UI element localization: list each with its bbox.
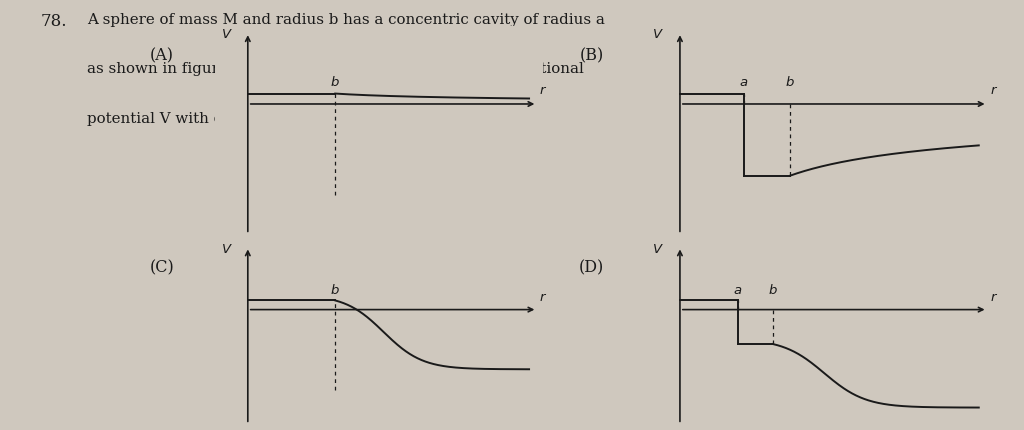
Text: V: V	[222, 28, 231, 41]
Text: r: r	[990, 84, 996, 98]
Text: b: b	[932, 111, 941, 125]
Text: 78.: 78.	[41, 13, 68, 30]
Text: r: r	[540, 84, 546, 98]
Text: b: b	[331, 76, 339, 89]
Text: a: a	[734, 283, 742, 297]
Text: r: r	[540, 291, 546, 304]
Text: as shown in figure.  The graph showing variation of gravitational: as shown in figure. The graph showing va…	[87, 62, 584, 77]
Text: b: b	[769, 283, 777, 297]
Text: (B): (B)	[580, 47, 604, 64]
Text: a: a	[891, 87, 899, 101]
Text: b: b	[331, 283, 339, 297]
Text: (C): (C)	[150, 260, 174, 277]
Text: (A): (A)	[150, 47, 174, 64]
Text: potential V with distance r from the center of sphere is: potential V with distance r from the cen…	[87, 112, 508, 126]
Text: V: V	[653, 28, 663, 41]
Text: V: V	[653, 243, 663, 256]
Text: a: a	[739, 76, 748, 89]
Circle shape	[790, 29, 972, 212]
Circle shape	[838, 77, 924, 163]
Text: r: r	[990, 291, 996, 304]
Text: A sphere of mass M and radius b has a concentric cavity of radius a: A sphere of mass M and radius b has a co…	[87, 13, 605, 27]
Text: b: b	[786, 76, 795, 89]
Text: (D): (D)	[580, 260, 604, 277]
Text: V: V	[222, 243, 231, 256]
